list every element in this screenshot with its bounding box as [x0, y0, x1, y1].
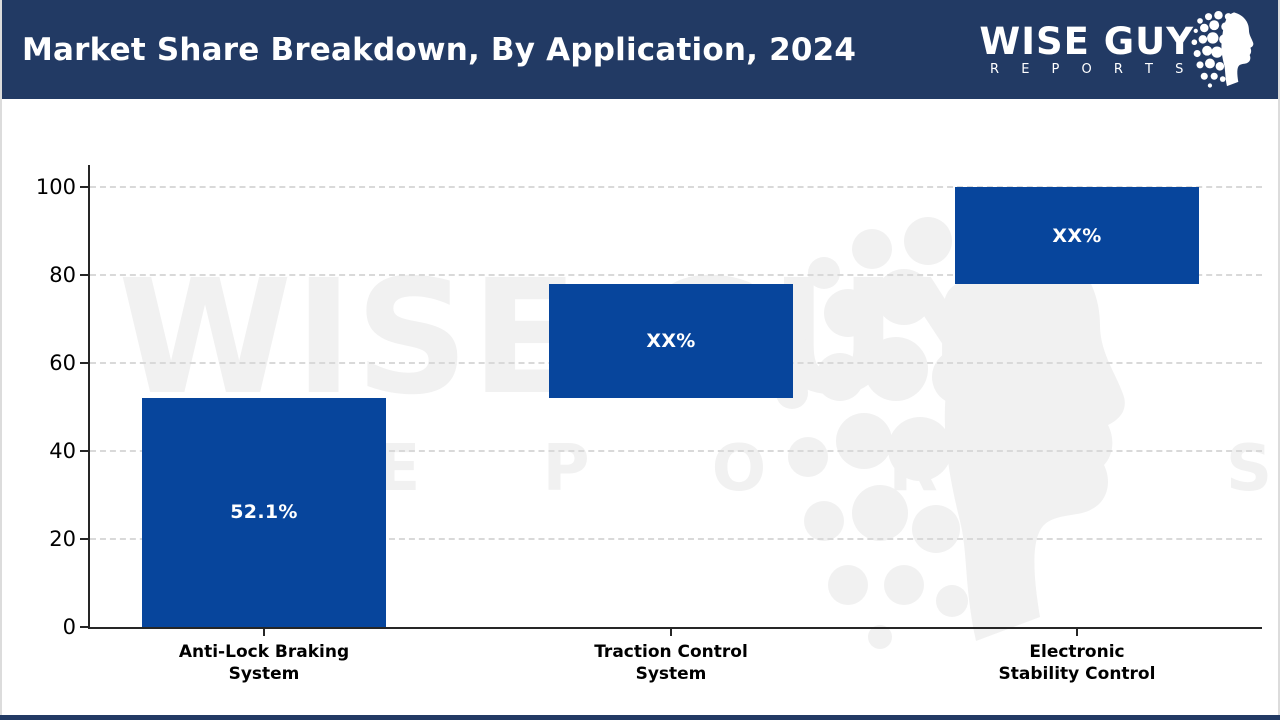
x-tick-electronic-stability-control: [1076, 629, 1078, 636]
chart-title: Market Share Breakdown, By Application, …: [22, 31, 857, 68]
y-tick-60: [80, 362, 88, 364]
y-tick-100: [80, 186, 88, 188]
gridline-40: [90, 450, 1262, 452]
x-tick-anti-lock-braking-system: [263, 629, 265, 636]
gridline-100: [90, 186, 1262, 188]
y-axis-spine: [88, 165, 90, 629]
bar-value-label-electronic-stability-control: XX%: [1052, 224, 1102, 247]
bar-anti-lock-braking-system: 52.1%: [142, 397, 386, 627]
x-axis-label-anti-lock-braking-system: Anti-Lock Braking System: [178, 642, 350, 685]
x-axis-label-traction-control-system: Traction Control System: [594, 642, 748, 685]
gridline-20: [90, 538, 1262, 540]
header-band: Market Share Breakdown, By Application, …: [0, 0, 1280, 99]
plot-area: WISE GUY R E P O R T S 0 20 40 60 80 100 52.1%…: [0, 99, 1280, 715]
wiseguy-logo: WISE GUY R E P O R T S: [979, 10, 1254, 89]
x-tick-traction-control-system: [670, 629, 672, 636]
y-tick-label-100: 100: [35, 175, 76, 199]
logo-wordmark: WISE GUY: [979, 20, 1194, 63]
wiseguy-logo-text: WISE GUY R E P O R T S: [979, 23, 1194, 76]
bar-electronic-stability-control: XX%: [955, 187, 1199, 285]
y-tick-20: [80, 538, 88, 540]
bar-value-label-traction-control-system: XX%: [646, 329, 696, 352]
y-tick-40: [80, 450, 88, 452]
logo-subtitle: R E P O R T S: [990, 62, 1193, 77]
y-tick-label-60: 60: [49, 351, 76, 375]
x-axis-label-electronic-stability-control: Electronic Stability Control: [998, 642, 1156, 685]
y-tick-80: [80, 274, 88, 276]
gridline-80: [90, 274, 1262, 276]
bar-traction-control-system: XX%: [549, 284, 793, 398]
y-tick-label-20: 20: [49, 527, 76, 551]
footer-band: [0, 715, 1280, 720]
wiseguy-head-icon: [1191, 10, 1254, 88]
y-tick-label-40: 40: [49, 439, 76, 463]
x-axis-spine: [88, 627, 1262, 629]
y-tick-label-0: 0: [62, 615, 76, 639]
y-tick-0: [80, 626, 88, 628]
y-tick-label-80: 80: [49, 263, 76, 287]
bar-value-label-anti-lock-braking-system: 52.1%: [230, 501, 298, 524]
